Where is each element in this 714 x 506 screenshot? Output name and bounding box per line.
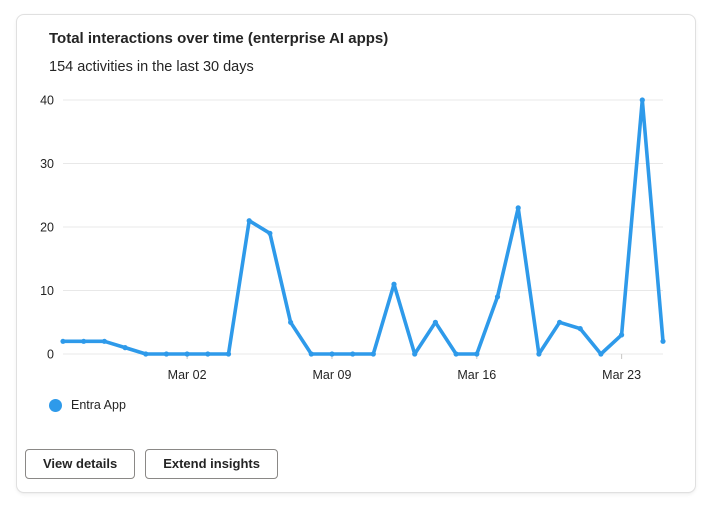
extend-insights-button[interactable]: Extend insights — [145, 449, 278, 479]
insights-card: Total interactions over time (enterprise… — [16, 14, 696, 493]
svg-text:10: 10 — [40, 284, 54, 298]
card-title: Total interactions over time (enterprise… — [49, 30, 389, 47]
svg-text:30: 30 — [40, 157, 54, 171]
svg-text:20: 20 — [40, 221, 54, 235]
card-header: Total interactions over time (enterprise… — [17, 15, 695, 77]
legend-dot-icon — [49, 398, 62, 412]
legend-label: Entra App — [71, 398, 126, 412]
svg-text:0: 0 — [47, 348, 54, 362]
svg-text:40: 40 — [40, 94, 54, 108]
card-actions: View details Extend insights — [25, 449, 278, 479]
card-subtitle: 154 activities in the last 30 days — [49, 59, 254, 75]
svg-text:Mar 16: Mar 16 — [457, 368, 496, 382]
svg-text:Mar 02: Mar 02 — [168, 368, 207, 382]
legend-item-entra-app[interactable]: Entra App — [49, 398, 126, 412]
line-chart: 0 10 20 30 40 Mar 02 Mar 09 Mar 16 Mar 23 — [40, 94, 666, 382]
svg-text:Mar 23: Mar 23 — [602, 368, 641, 382]
view-details-button[interactable]: View details — [25, 449, 136, 479]
svg-text:Mar 09: Mar 09 — [313, 368, 352, 382]
